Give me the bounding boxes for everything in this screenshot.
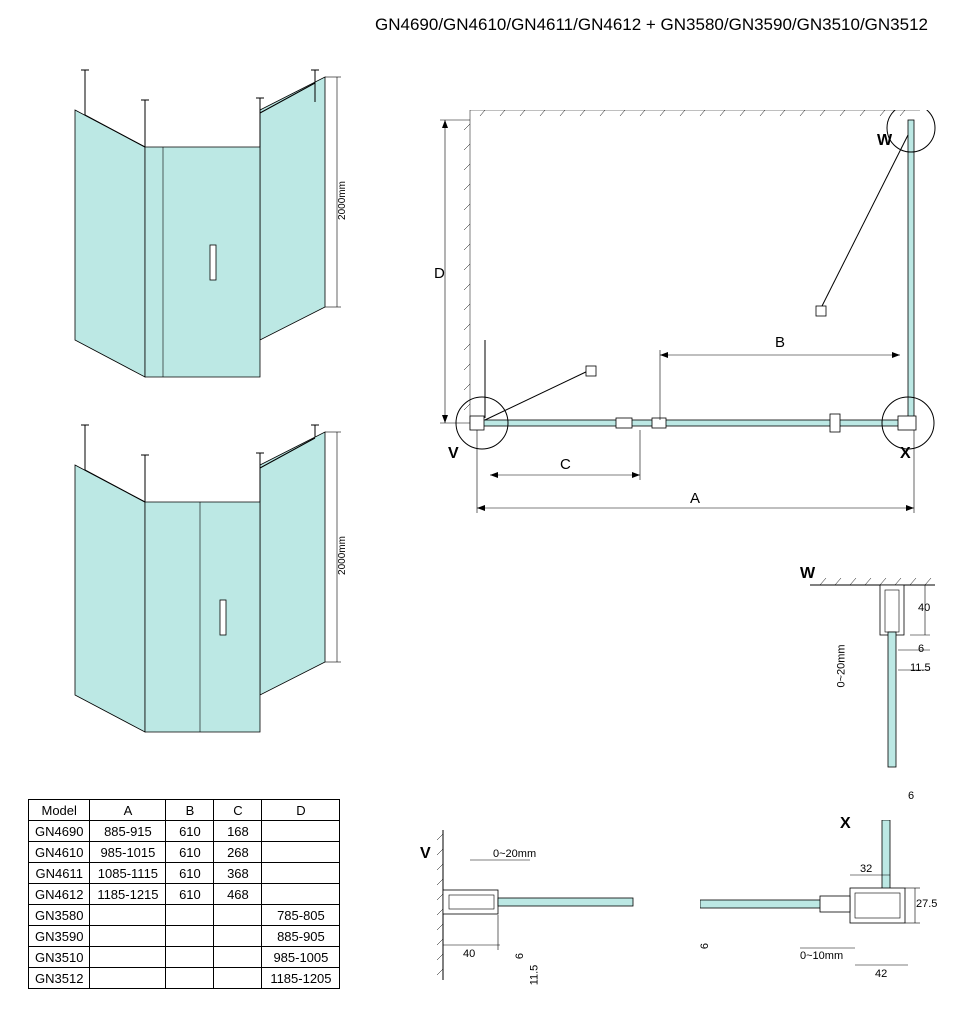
- table-cell: [262, 863, 340, 884]
- detail-W-label: W: [800, 565, 815, 583]
- table-row: GN3580 785-805: [29, 905, 340, 926]
- dim-D: D: [434, 265, 445, 282]
- table-cell: 785-805: [262, 905, 340, 926]
- table-row: GN3510 985-1005: [29, 947, 340, 968]
- detail-V-40: 40: [463, 948, 475, 960]
- table-cell: 610: [166, 821, 214, 842]
- th-d: D: [262, 800, 340, 821]
- table-cell: [90, 968, 166, 989]
- dim-C: C: [560, 456, 571, 473]
- table-row: GN4610985-1015610268: [29, 842, 340, 863]
- node-W: W: [877, 132, 892, 150]
- detail-V-label: V: [420, 845, 431, 863]
- table-cell: 468: [214, 884, 262, 905]
- table-cell: [214, 926, 262, 947]
- detail-X-adj: 0~10mm: [800, 950, 843, 962]
- table-cell: 610: [166, 884, 214, 905]
- table-cell: 610: [166, 863, 214, 884]
- node-X: X: [900, 445, 911, 463]
- iso2-height: 2000mm: [337, 536, 348, 575]
- detail-X-42: 42: [875, 968, 887, 980]
- table-cell: 885-905: [262, 926, 340, 947]
- detail-W-115: 11.5: [910, 662, 931, 674]
- table-cell: [262, 821, 340, 842]
- table-cell: 1085-1115: [90, 863, 166, 884]
- detail-W-adj: 0~20mm: [836, 644, 848, 687]
- table-cell: 610: [166, 842, 214, 863]
- detail-W-40: 40: [918, 602, 930, 614]
- table-cell: [166, 905, 214, 926]
- iso-view-top: 2000mm: [55, 65, 345, 395]
- iso1-height: 2000mm: [337, 181, 348, 220]
- th-c: C: [214, 800, 262, 821]
- table-cell: GN3590: [29, 926, 90, 947]
- table-cell: 885-915: [90, 821, 166, 842]
- table-row: GN3590 885-905: [29, 926, 340, 947]
- drawing-title: GN4690/GN4610/GN4611/GN4612 + GN3580/GN3…: [375, 15, 928, 35]
- detail-V: V 0~20mm 40 6 11.5: [425, 820, 635, 990]
- table-cell: GN3510: [29, 947, 90, 968]
- th-b: B: [166, 800, 214, 821]
- table-cell: GN4610: [29, 842, 90, 863]
- table-row: GN46121185-1215610468: [29, 884, 340, 905]
- detail-X-label: X: [840, 815, 851, 833]
- table-cell: 1185-1205: [262, 968, 340, 989]
- detail-W-6: 6: [918, 643, 924, 655]
- table-cell: 268: [214, 842, 262, 863]
- spec-table: Model A B C D GN4690885-915610168GN46109…: [28, 799, 340, 989]
- table-cell: [90, 947, 166, 968]
- plan-view: D A C B W V X: [430, 110, 940, 510]
- table-row: GN46111085-1115610368: [29, 863, 340, 884]
- table-cell: 1185-1215: [90, 884, 166, 905]
- table-header-row: Model A B C D: [29, 800, 340, 821]
- table-cell: [214, 968, 262, 989]
- table-cell: 985-1005: [262, 947, 340, 968]
- table-cell: [166, 968, 214, 989]
- detail-W: W 0~20mm 40 6 11.5: [790, 570, 940, 770]
- detail-X: X 6 32 27.5 42 0~10mm 6: [700, 820, 940, 1000]
- iso-view-bottom: 2000mm: [55, 420, 345, 750]
- table-cell: GN3512: [29, 968, 90, 989]
- table-cell: GN4611: [29, 863, 90, 884]
- table-cell: GN3580: [29, 905, 90, 926]
- table-row: GN3512 1185-1205: [29, 968, 340, 989]
- detail-V-115: 11.5: [528, 965, 540, 986]
- table-row: GN4690885-915610168: [29, 821, 340, 842]
- table-cell: 985-1015: [90, 842, 166, 863]
- table-cell: [262, 884, 340, 905]
- detail-X-6top: 6: [908, 790, 914, 802]
- table-cell: [262, 842, 340, 863]
- table-cell: GN4690: [29, 821, 90, 842]
- detail-V-adj: 0~20mm: [493, 848, 536, 860]
- table-cell: [166, 947, 214, 968]
- table-cell: 168: [214, 821, 262, 842]
- table-cell: GN4612: [29, 884, 90, 905]
- detail-X-275: 27.5: [916, 898, 937, 910]
- th-model: Model: [29, 800, 90, 821]
- node-V: V: [448, 445, 459, 463]
- table-cell: [214, 947, 262, 968]
- dim-B: B: [775, 334, 785, 351]
- table-cell: 368: [214, 863, 262, 884]
- detail-V-6: 6: [514, 953, 526, 959]
- table-cell: [90, 926, 166, 947]
- dim-A: A: [690, 490, 700, 507]
- th-a: A: [90, 800, 166, 821]
- table-cell: [166, 926, 214, 947]
- detail-X-6left: 6: [699, 943, 711, 949]
- table-cell: [90, 905, 166, 926]
- detail-X-32: 32: [860, 863, 872, 875]
- table-cell: [214, 905, 262, 926]
